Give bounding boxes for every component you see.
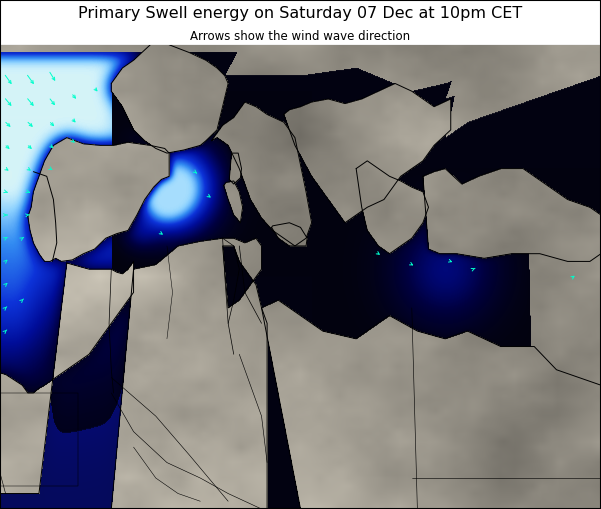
Text: Arrows show the wind wave direction: Arrows show the wind wave direction [191, 30, 410, 43]
Text: Primary Swell energy on Saturday 07 Dec at 10pm CET: Primary Swell energy on Saturday 07 Dec … [78, 6, 523, 21]
